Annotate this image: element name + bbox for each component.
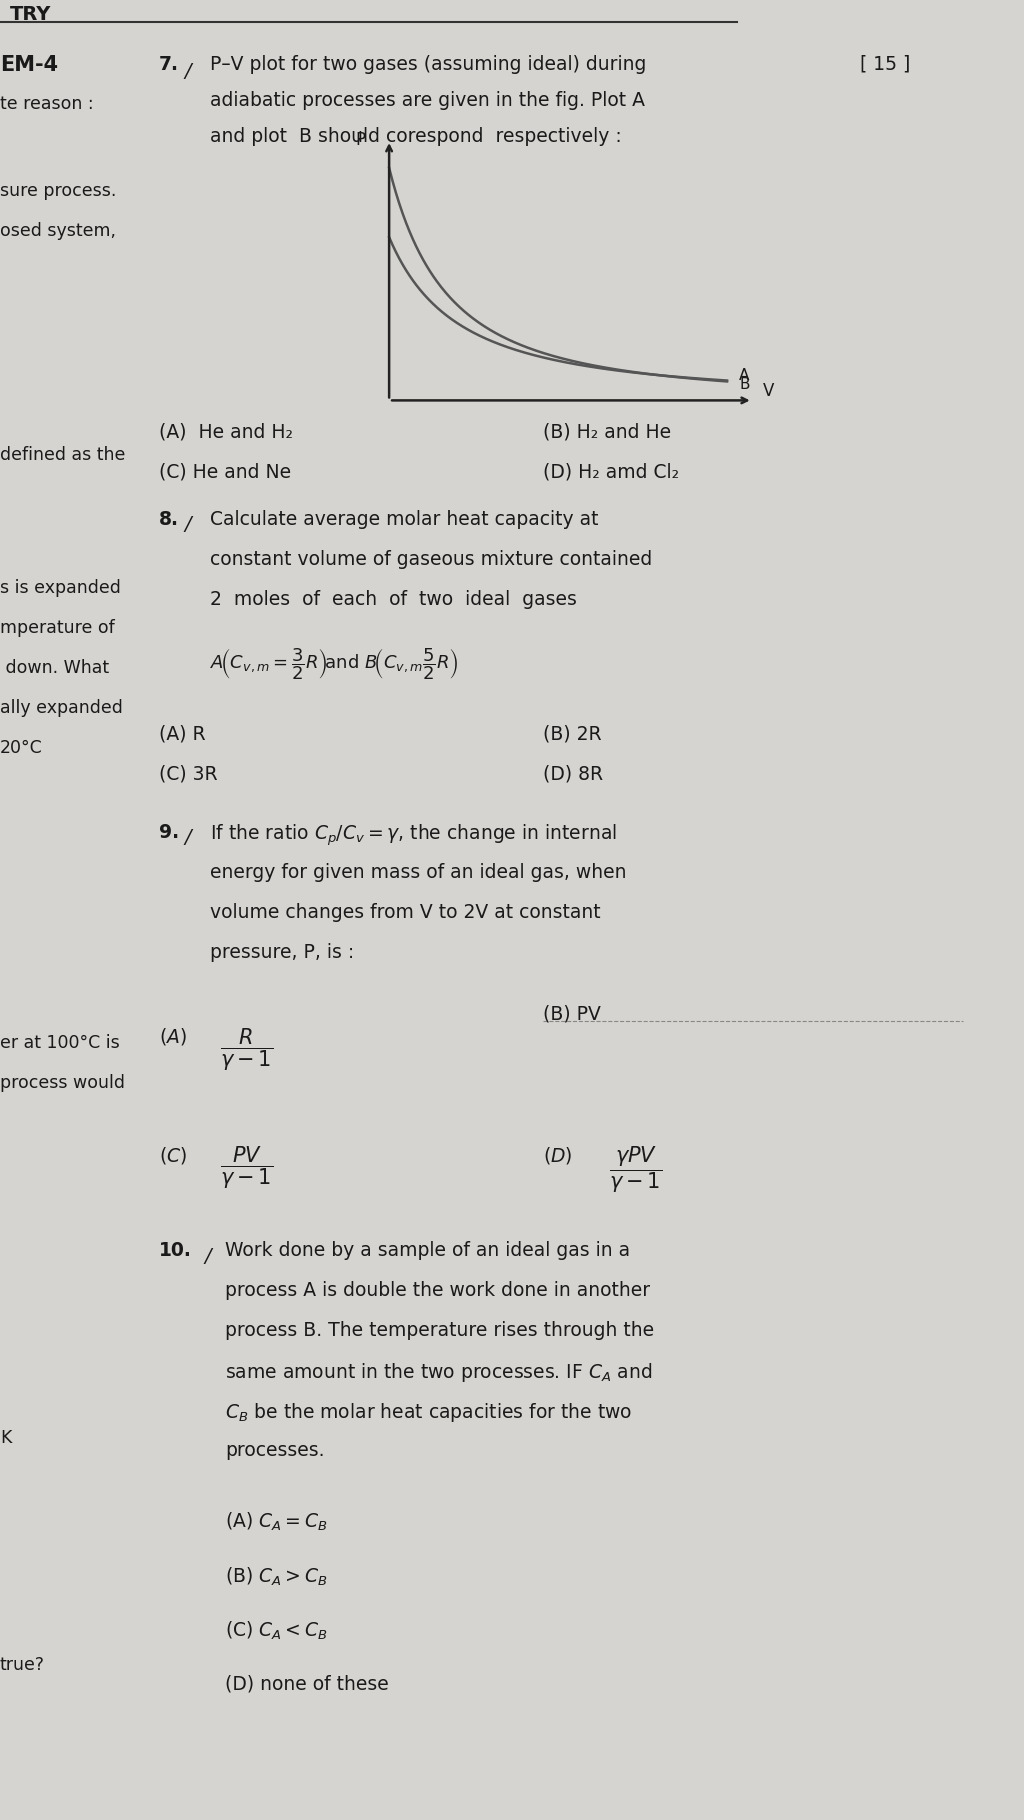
Text: EM-4: EM-4: [0, 55, 58, 75]
Text: sure process.: sure process.: [0, 182, 117, 200]
Text: constant volume of gaseous mixture contained: constant volume of gaseous mixture conta…: [210, 550, 652, 568]
Text: and plot  B should corespond  respectively :: and plot B should corespond respectively…: [210, 127, 622, 146]
Text: 7.: 7.: [159, 55, 179, 73]
Text: 2  moles  of  each  of  two  ideal  gases: 2 moles of each of two ideal gases: [210, 590, 577, 608]
Text: [ 15 ]: [ 15 ]: [860, 55, 910, 73]
Text: energy for given mass of an ideal gas, when: energy for given mass of an ideal gas, w…: [210, 863, 627, 881]
Text: 8.: 8.: [159, 510, 179, 528]
Text: B: B: [739, 377, 750, 391]
Text: (D) none of these: (D) none of these: [225, 1674, 389, 1693]
Text: (A) $C_A = C_B$: (A) $C_A = C_B$: [225, 1511, 328, 1532]
Text: defined as the: defined as the: [0, 446, 125, 464]
Text: process A is double the work done in another: process A is double the work done in ano…: [225, 1281, 650, 1299]
Text: mperature of: mperature of: [0, 619, 115, 637]
Text: 20°C: 20°C: [0, 739, 43, 757]
Text: s is expanded: s is expanded: [0, 579, 121, 597]
Text: (D) 8R: (D) 8R: [543, 764, 603, 783]
Text: $\dfrac{\gamma PV}{\gamma - 1}$: $\dfrac{\gamma PV}{\gamma - 1}$: [609, 1145, 663, 1196]
Text: ally expanded: ally expanded: [0, 699, 123, 717]
Text: P–V plot for two gases (assuming ideal) during: P–V plot for two gases (assuming ideal) …: [210, 55, 646, 73]
Text: (B) H₂ and He: (B) H₂ and He: [543, 422, 671, 440]
Text: $\dfrac{R}{\gamma - 1}$: $\dfrac{R}{\gamma - 1}$: [220, 1026, 273, 1074]
Text: $\dfrac{PV}{\gamma - 1}$: $\dfrac{PV}{\gamma - 1}$: [220, 1145, 273, 1192]
Text: /: /: [184, 828, 190, 846]
Text: A: A: [739, 368, 750, 384]
Text: (B) $C_A > C_B$: (B) $C_A > C_B$: [225, 1565, 328, 1587]
Text: pressure, P, is :: pressure, P, is :: [210, 943, 354, 961]
Text: P: P: [355, 131, 366, 149]
Text: processes.: processes.: [225, 1441, 325, 1460]
Text: volume changes from V to 2V at constant: volume changes from V to 2V at constant: [210, 903, 600, 921]
Text: If the ratio $C_p/C_v = \gamma$, the change in internal: If the ratio $C_p/C_v = \gamma$, the cha…: [210, 823, 616, 848]
Text: /: /: [205, 1247, 211, 1265]
Text: V: V: [763, 382, 774, 400]
Text: process would: process would: [0, 1074, 125, 1092]
Text: same amount in the two processes. IF $C_A$ and: same amount in the two processes. IF $C_…: [225, 1361, 652, 1385]
Text: (C) 3R: (C) 3R: [159, 764, 217, 783]
Text: K: K: [0, 1429, 11, 1447]
Text: Calculate average molar heat capacity at: Calculate average molar heat capacity at: [210, 510, 598, 528]
Text: 9.: 9.: [159, 823, 179, 841]
Text: (B) PV: (B) PV: [543, 1005, 601, 1023]
Text: adiabatic processes are given in the fig. Plot A: adiabatic processes are given in the fig…: [210, 91, 645, 109]
Text: 10.: 10.: [159, 1241, 191, 1259]
Text: (A)  He and H₂: (A) He and H₂: [159, 422, 293, 440]
Text: TRY: TRY: [10, 5, 51, 24]
Text: $(A)$: $(A)$: [159, 1026, 186, 1048]
Text: (D) H₂ amd Cl₂: (D) H₂ amd Cl₂: [543, 462, 679, 480]
Text: $A\!\left(C_{v,m}=\dfrac{3}{2}R\right)\!\text{and }B\!\left(C_{v,m}\dfrac{5}{2}R: $A\!\left(C_{v,m}=\dfrac{3}{2}R\right)\!…: [210, 646, 459, 682]
Text: (A) R: (A) R: [159, 724, 206, 743]
Text: down. What: down. What: [0, 659, 110, 677]
Text: osed system,: osed system,: [0, 222, 116, 240]
Text: Work done by a sample of an ideal gas in a: Work done by a sample of an ideal gas in…: [225, 1241, 631, 1259]
Text: (C) He and Ne: (C) He and Ne: [159, 462, 291, 480]
Text: er at 100°C is: er at 100°C is: [0, 1034, 120, 1052]
Text: process B. The temperature rises through the: process B. The temperature rises through…: [225, 1321, 654, 1340]
Text: true?: true?: [0, 1656, 45, 1674]
Text: /: /: [184, 515, 190, 533]
Text: /: /: [184, 62, 190, 80]
Text: $C_B$ be the molar heat capacities for the two: $C_B$ be the molar heat capacities for t…: [225, 1401, 633, 1425]
Text: te reason :: te reason :: [0, 95, 93, 113]
Text: $(D)$: $(D)$: [543, 1145, 572, 1167]
Text: (C) $C_A < C_B$: (C) $C_A < C_B$: [225, 1620, 328, 1642]
Text: (B) 2R: (B) 2R: [543, 724, 601, 743]
Text: $(C)$: $(C)$: [159, 1145, 186, 1167]
